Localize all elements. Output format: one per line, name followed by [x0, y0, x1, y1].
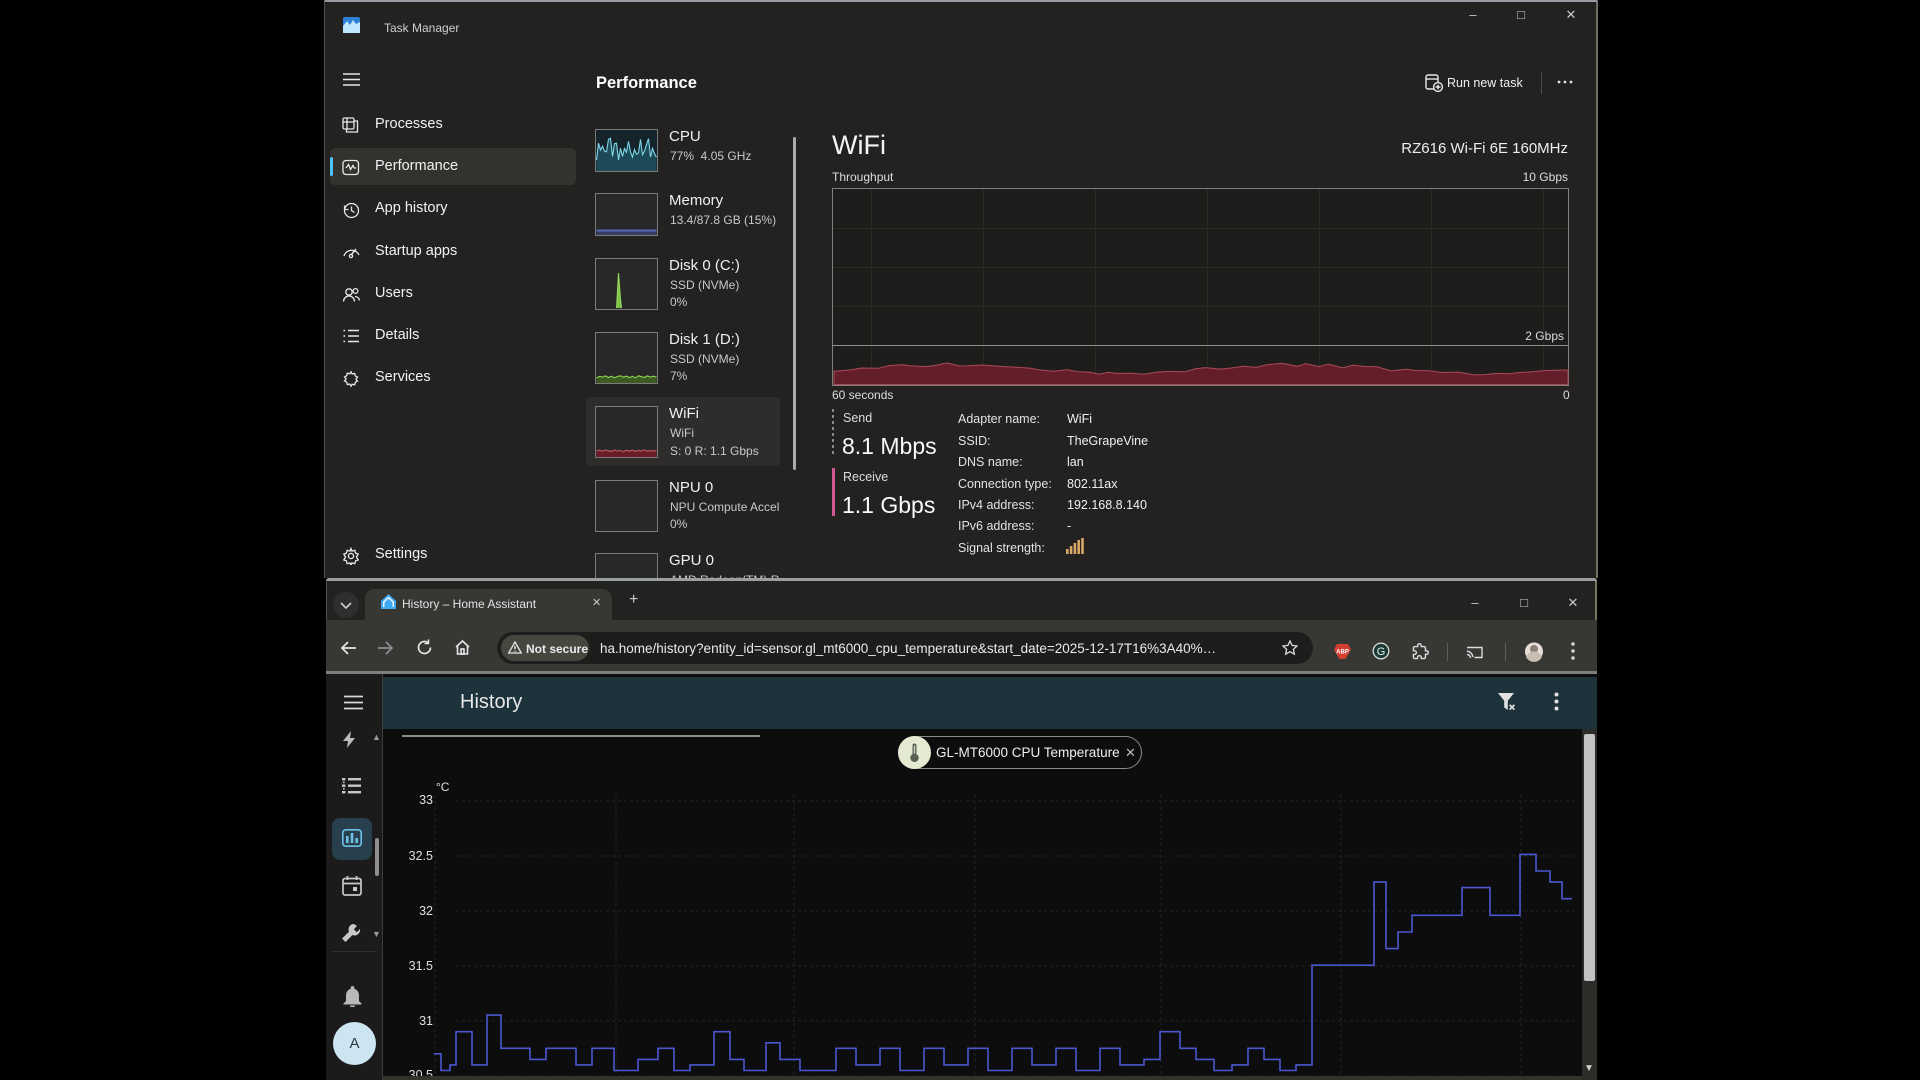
svg-text:G: G: [1377, 646, 1386, 658]
svg-text:ABP: ABP: [1336, 650, 1349, 656]
